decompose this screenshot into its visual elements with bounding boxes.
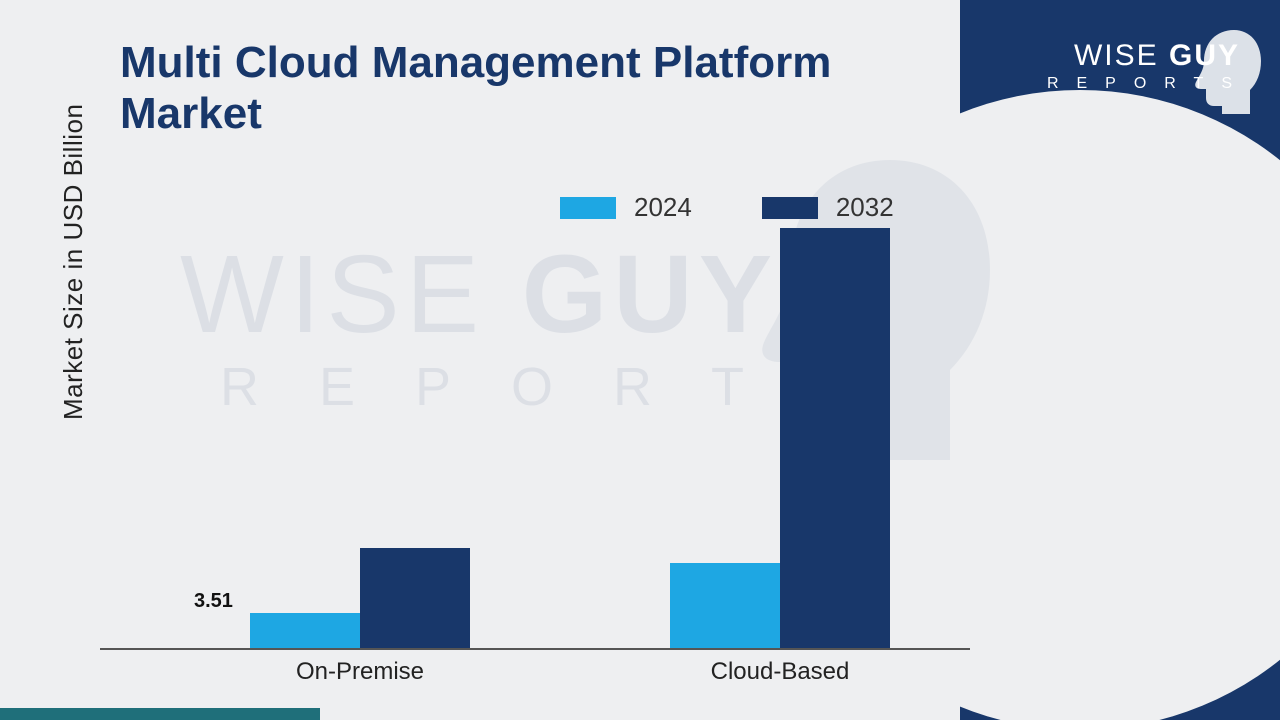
bar-cloud-based-2032 xyxy=(780,228,890,648)
category-label-on-premise: On-Premise xyxy=(230,658,490,686)
brand-guy: GUY xyxy=(1169,39,1240,72)
y-axis-label: Market Size in USD Billion xyxy=(58,104,89,420)
legend-label-2024: 2024 xyxy=(634,192,692,223)
legend: 2024 2032 xyxy=(560,192,894,223)
legend-label-2032: 2032 xyxy=(836,192,894,223)
legend-item-2024: 2024 xyxy=(560,192,692,223)
legend-swatch-2032 xyxy=(762,197,818,219)
value-label-on-premise-2024: 3.51 xyxy=(194,590,233,613)
brand-text: WISE GUY REPORTS xyxy=(1047,40,1240,92)
bar-cloud-based-2024 xyxy=(670,563,780,648)
legend-swatch-2024 xyxy=(560,197,616,219)
bottom-strip xyxy=(0,708,320,720)
category-label-cloud-based: Cloud-Based xyxy=(650,658,910,686)
bar-on-premise-2032 xyxy=(360,548,470,648)
stage: WISE GUY REPORTS WISE GUY REPORTS Multi … xyxy=(0,0,1280,720)
plot-area: 3.51 On-Premise Cloud-Based xyxy=(100,225,970,650)
brand-wise: WISE xyxy=(1074,39,1159,72)
legend-item-2032: 2032 xyxy=(762,192,894,223)
brand-reports: REPORTS xyxy=(1047,76,1250,93)
bar-on-premise-2024 xyxy=(250,613,360,648)
page-title: Multi Cloud Management Platform Market xyxy=(120,38,920,139)
